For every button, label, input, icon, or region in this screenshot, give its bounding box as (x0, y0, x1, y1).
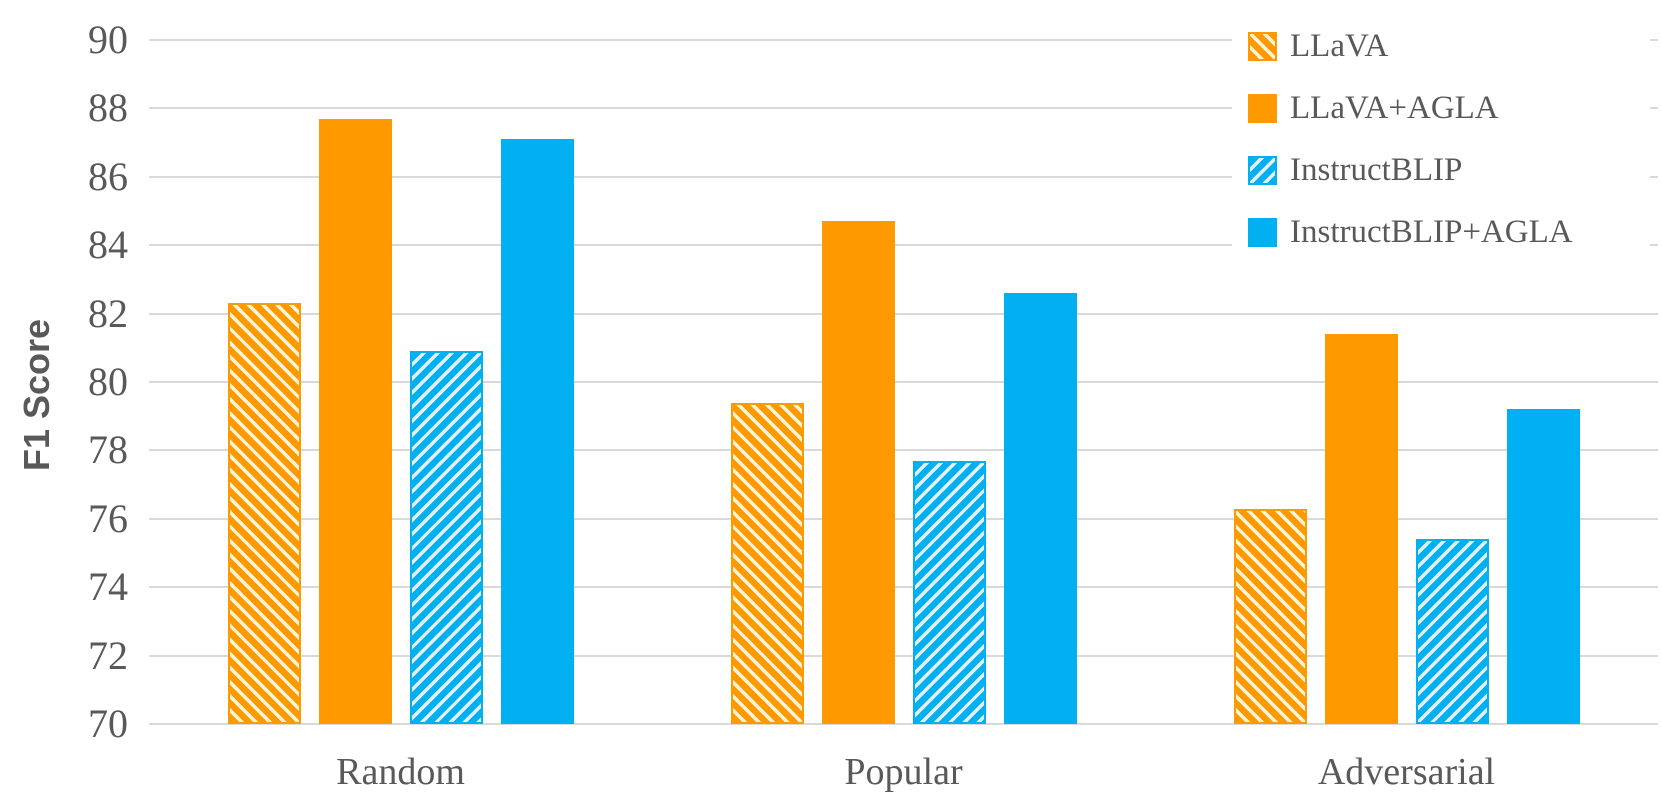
bar-group-adversarial (1155, 40, 1658, 724)
y-tick-label: 86 (88, 153, 128, 199)
bar-llava-adversarial (1233, 508, 1307, 724)
y-tick-label: 70 (88, 701, 128, 746)
x-axis-labels: Random Popular Adversarial (149, 742, 1658, 802)
legend: LLaVA LLaVA+AGLA InstructBLIP InstructBL… (1232, 15, 1650, 263)
bar-llava-agla-popular (821, 221, 895, 724)
gridline (149, 517, 1658, 520)
gridline (149, 723, 1658, 725)
legend-item-llava-agla: LLaVA+AGLA (1232, 77, 1650, 139)
category-label-popular: Popular (844, 751, 963, 793)
gridline (149, 107, 1658, 110)
gridline (149, 312, 1658, 315)
bar-instructblip-random (409, 351, 483, 724)
legend-swatch-solid-orange (1248, 93, 1277, 123)
legend-label: InstructBLIP (1290, 151, 1463, 188)
bar-llava-agla-adversarial (1324, 334, 1398, 724)
y-tick-label: 76 (88, 495, 128, 541)
y-tick-label: 74 (88, 564, 128, 610)
bar-instructblip-popular (912, 460, 986, 724)
y-tick-label: 72 (88, 632, 128, 678)
y-tick-label: 78 (88, 427, 128, 473)
y-tick-label: 90 (88, 17, 128, 62)
bar-llava-random (227, 303, 301, 724)
legend-swatch-hatched-orange (1248, 31, 1277, 61)
bar-llava-agla-random (318, 118, 392, 724)
bar-group-popular (652, 40, 1155, 724)
bar-groups (149, 40, 1658, 724)
gridline (149, 244, 1658, 247)
legend-label: InstructBLIP+AGLA (1290, 213, 1573, 250)
y-tick-label: 82 (88, 290, 128, 336)
gridline (149, 586, 1658, 589)
bar-instructblip-agla-popular (1003, 293, 1077, 724)
legend-item-instructblip-agla: InstructBLIP+AGLA (1232, 201, 1650, 263)
legend-label: LLaVA+AGLA (1290, 89, 1499, 126)
category-label-adversarial: Adversarial (1317, 751, 1496, 793)
bar-instructblip-adversarial (1415, 539, 1489, 724)
legend-item-instructblip: InstructBLIP (1232, 139, 1650, 201)
category-label-random: Random (336, 751, 465, 793)
y-tick-label: 80 (88, 359, 128, 404)
bar-group-random (149, 40, 652, 724)
gridline (149, 39, 1658, 41)
legend-swatch-solid-blue (1248, 217, 1277, 247)
plot-area (149, 39, 1658, 725)
gridline (149, 175, 1658, 178)
bar-llava-popular (730, 402, 804, 724)
bar-instructblip-agla-random (500, 139, 574, 724)
legend-swatch-hatched-blue (1248, 155, 1277, 185)
y-tick-label: 88 (88, 85, 128, 131)
y-tick-label: 84 (88, 222, 128, 268)
gridline (149, 654, 1658, 657)
legend-label: LLaVA (1290, 27, 1389, 64)
bar-instructblip-agla-adversarial (1506, 409, 1580, 724)
legend-item-llava: LLaVA (1232, 15, 1650, 77)
gridline (149, 449, 1658, 452)
gridline (149, 381, 1658, 383)
